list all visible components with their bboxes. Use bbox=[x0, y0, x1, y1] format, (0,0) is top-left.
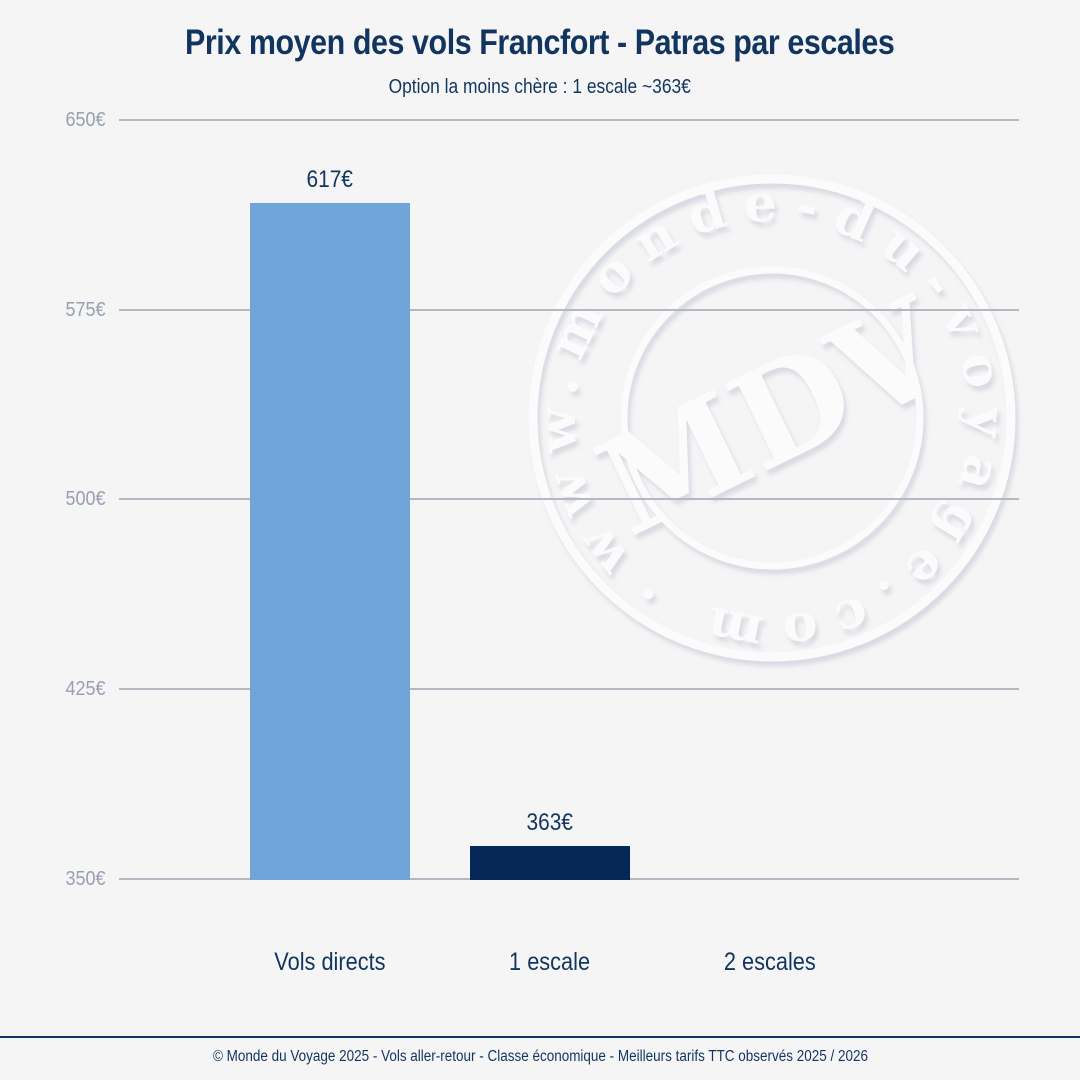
bar-vols-directs bbox=[250, 203, 410, 880]
footer-credit: © Monde du Voyage 2025 - Vols aller-reto… bbox=[0, 1046, 1080, 1068]
ytick-label-text-650: 650€ bbox=[64, 109, 105, 131]
ytick-label-425: 425€ bbox=[0, 676, 105, 702]
value-label-text-vols-directs: 617€ bbox=[306, 166, 354, 194]
category-label-text-2-escales: 2 escales bbox=[724, 948, 816, 976]
ytick-label-575: 575€ bbox=[0, 297, 105, 323]
ytick-label-text-575: 575€ bbox=[64, 298, 105, 321]
value-label-text-1-escale: 363€ bbox=[526, 808, 574, 836]
category-label-text-vols-directs: Vols directs bbox=[274, 948, 386, 976]
category-label-2-escales: 2 escales bbox=[660, 946, 880, 978]
ytick-label-350: 350€ bbox=[0, 866, 105, 892]
category-label-vols-directs: Vols directs bbox=[220, 946, 440, 978]
chart-title: Prix moyen des vols Francfort - Patras p… bbox=[0, 23, 1080, 63]
ytick-label-500: 500€ bbox=[0, 486, 105, 512]
gridline-425 bbox=[119, 687, 1019, 690]
gridline-500 bbox=[119, 498, 1019, 501]
chart-subtitle: Option la moins chère : 1 escale ~363€ bbox=[0, 76, 1080, 99]
ytick-label-text-350: 350€ bbox=[64, 867, 105, 890]
value-label-1-escale: 363€ bbox=[470, 808, 630, 838]
chart-subtitle-text: Option la moins chère : 1 escale ~363€ bbox=[388, 76, 692, 98]
ytick-label-650: 650€ bbox=[0, 107, 105, 133]
bar-1-escale bbox=[470, 845, 630, 880]
category-label-text-1-escale: 1 escale bbox=[509, 948, 591, 976]
ytick-label-text-500: 500€ bbox=[64, 488, 105, 511]
gridline-575 bbox=[119, 308, 1019, 311]
footer-divider bbox=[0, 1036, 1080, 1038]
footer-credit-text: © Monde du Voyage 2025 - Vols aller-reto… bbox=[212, 1048, 868, 1065]
value-label-vols-directs: 617€ bbox=[250, 165, 410, 195]
category-label-1-escale: 1 escale bbox=[440, 946, 660, 978]
gridline-650 bbox=[119, 119, 1019, 121]
chart-title-text: Prix moyen des vols Francfort - Patras p… bbox=[185, 23, 895, 62]
ytick-label-text-425: 425€ bbox=[64, 677, 105, 700]
